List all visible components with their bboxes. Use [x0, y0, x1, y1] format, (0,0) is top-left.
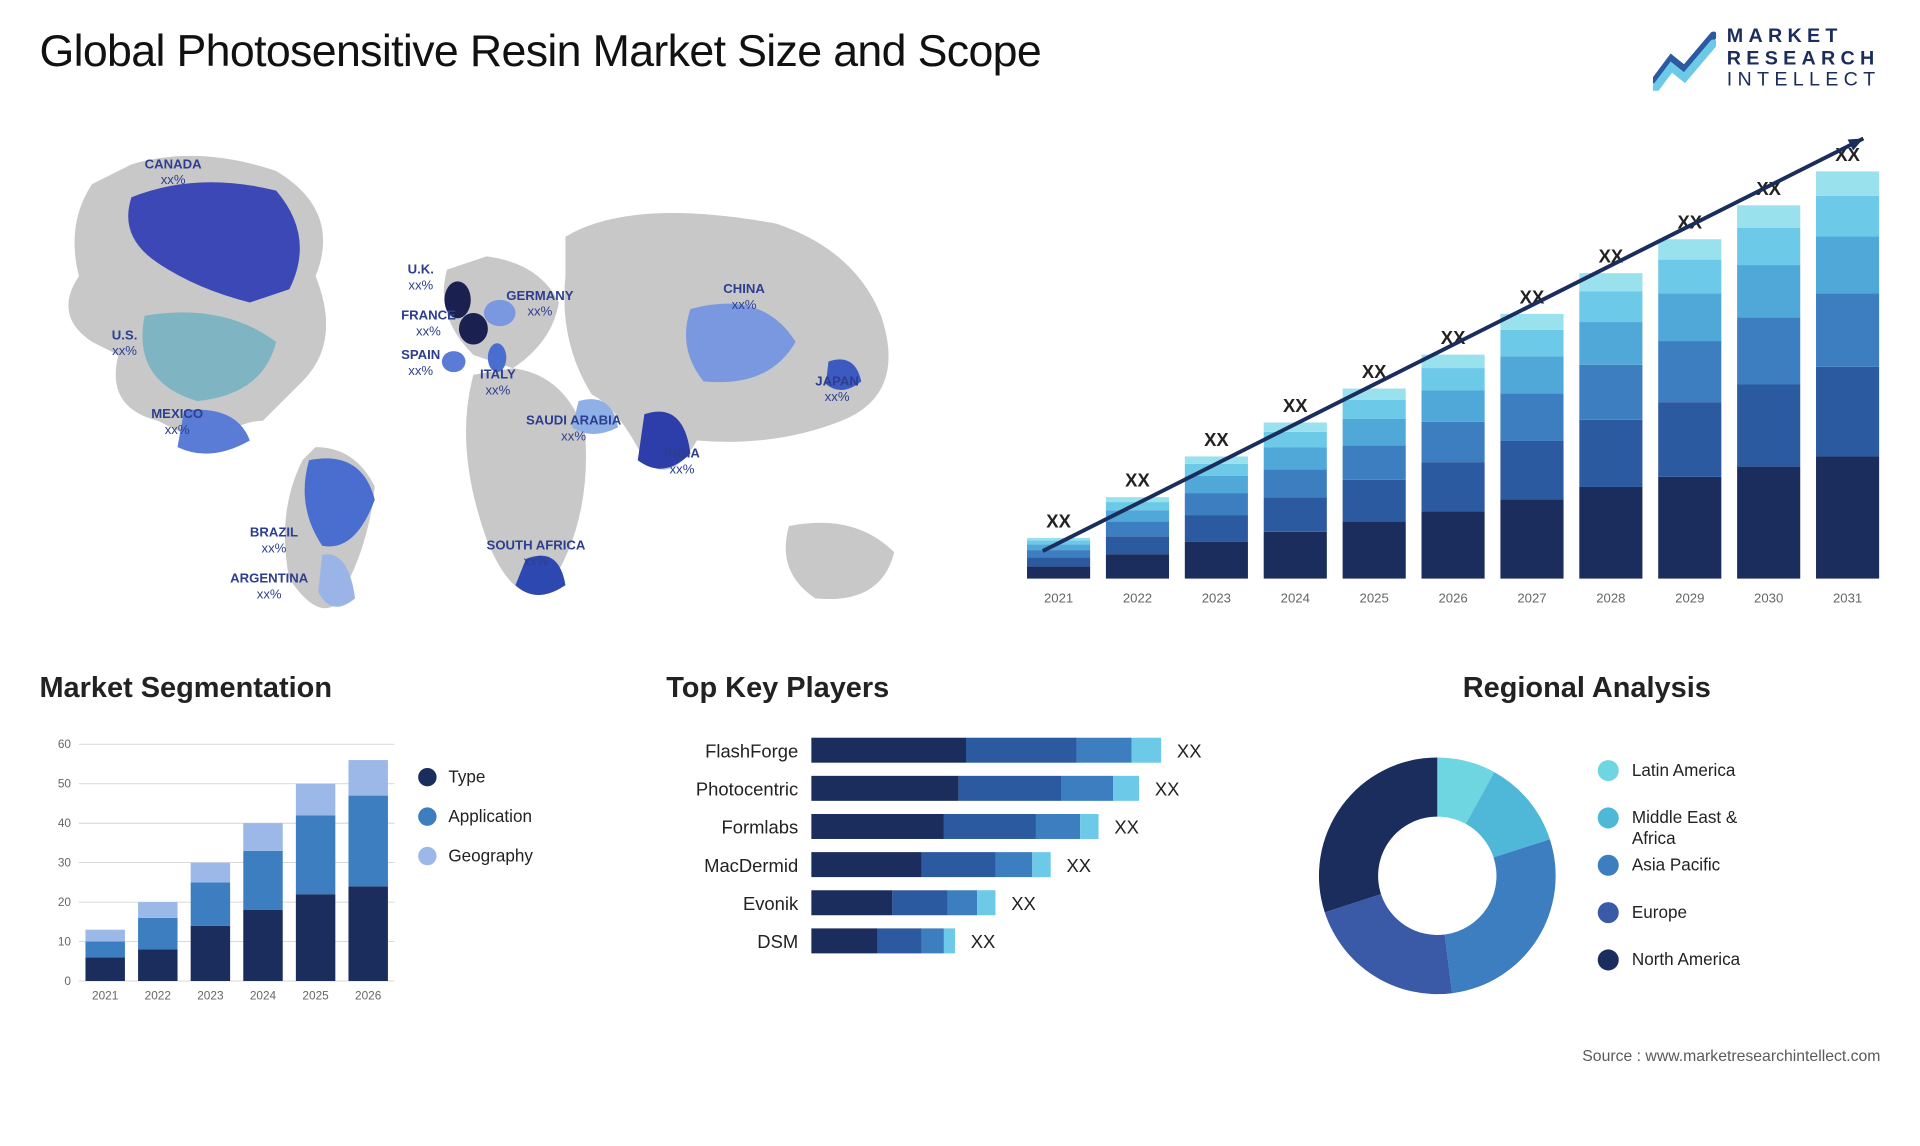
- map-label-china: CHINAxx%: [723, 282, 765, 314]
- segmentation-title: Market Segmentation: [39, 670, 626, 704]
- svg-text:2030: 2030: [1754, 590, 1783, 605]
- regional-svg: Latin America Middle East & Africa Asia Pac…: [1293, 724, 1872, 1013]
- svg-text:XX: XX: [1154, 778, 1179, 799]
- growth-chart-svg: XX2021XX2022XX2023XX2024XX2025XX2026XX20…: [999, 118, 1893, 631]
- svg-text:FlashForge: FlashForge: [705, 740, 798, 761]
- svg-text:Asia Pacific: Asia Pacific: [1632, 855, 1721, 874]
- regional-title: Regional Analysis: [1293, 670, 1880, 704]
- growth-chart-panel: XX2021XX2022XX2023XX2024XX2025XX2026XX20…: [999, 118, 1893, 631]
- svg-text:XX: XX: [1176, 740, 1201, 761]
- source-label: Source : www.marketresearchintellect.com: [1582, 1047, 1880, 1065]
- key-players-panel: Top Key Players FlashForge XX Photocentric…: [666, 670, 1253, 1025]
- svg-text:XX: XX: [1046, 510, 1071, 531]
- svg-text:XX: XX: [970, 930, 995, 951]
- svg-text:Type: Type: [448, 767, 485, 786]
- segmentation-svg: 0 10 20 30 40 50 60 2021 2022 2023 2024 2025 2026 Typ…: [39, 724, 618, 1013]
- world-map-panel: CANADAxx% U.S.xx% MEXICOxx% BRAZILxx% ARGENT…: [39, 118, 960, 631]
- svg-text:2025: 2025: [1360, 590, 1389, 605]
- map-label-saudi-arabia: SAUDI ARABIAxx%: [526, 414, 621, 446]
- svg-text:2021: 2021: [1044, 590, 1073, 605]
- svg-text:Europe: Europe: [1632, 902, 1687, 921]
- svg-text:XX: XX: [1114, 816, 1139, 837]
- map-label-spain: SPAINxx%: [401, 348, 440, 380]
- logo-line1: MARKET: [1727, 26, 1881, 48]
- svg-text:Formlabs: Formlabs: [721, 816, 798, 837]
- logo-line3: INTELLECT: [1727, 70, 1881, 92]
- svg-text:30: 30: [58, 855, 72, 869]
- map-label-brazil: BRAZILxx%: [250, 525, 298, 557]
- svg-text:Application: Application: [448, 806, 532, 825]
- svg-text:2022: 2022: [1123, 590, 1152, 605]
- svg-text:2024: 2024: [250, 988, 277, 1002]
- svg-text:60: 60: [58, 737, 72, 751]
- map-label-canada: CANADAxx%: [145, 157, 202, 189]
- svg-text:XX: XX: [1125, 469, 1150, 490]
- svg-text:XX: XX: [1283, 394, 1308, 415]
- segmentation-panel: Market Segmentation 0 10 20 30 40 50 60 2021 202…: [39, 670, 626, 1025]
- key-players-title: Top Key Players: [666, 670, 1253, 704]
- svg-text:2027: 2027: [1517, 590, 1546, 605]
- key-players-svg: FlashForge XX Photocentric XX Formlabs XX MacD…: [666, 724, 1245, 1000]
- svg-text:2031: 2031: [1833, 590, 1862, 605]
- svg-text:40: 40: [58, 815, 72, 829]
- svg-text:MacDermid: MacDermid: [704, 854, 798, 875]
- svg-text:2022: 2022: [145, 988, 171, 1002]
- svg-text:Photocentric: Photocentric: [695, 778, 797, 799]
- svg-text:2028: 2028: [1596, 590, 1625, 605]
- svg-text:Latin America: Latin America: [1632, 760, 1736, 779]
- map-label-france: FRANCExx%: [401, 308, 456, 340]
- svg-text:DSM: DSM: [757, 930, 798, 951]
- header: Global Photosensitive Resin Market Size …: [39, 26, 1880, 91]
- map-label-south-africa: SOUTH AFRICAxx%: [487, 538, 586, 570]
- svg-text:2026: 2026: [1438, 590, 1467, 605]
- svg-text:Africa: Africa: [1632, 829, 1676, 848]
- svg-text:XX: XX: [1011, 892, 1036, 913]
- svg-text:2029: 2029: [1675, 590, 1704, 605]
- logo-line2: RESEARCH: [1727, 48, 1881, 70]
- svg-text:2025: 2025: [302, 988, 329, 1002]
- svg-text:0: 0: [64, 973, 71, 987]
- svg-text:2023: 2023: [1202, 590, 1231, 605]
- svg-text:10: 10: [58, 934, 72, 948]
- map-label-germany: GERMANYxx%: [506, 289, 573, 321]
- svg-text:2021: 2021: [92, 988, 118, 1002]
- logo-icon: [1653, 27, 1716, 90]
- map-label-japan: JAPANxx%: [815, 374, 859, 406]
- map-label-argentina: ARGENTINAxx%: [230, 571, 308, 603]
- map-label-india: INDIAxx%: [664, 446, 700, 478]
- svg-text:North America: North America: [1632, 950, 1741, 969]
- map-label-u-s-: U.S.xx%: [112, 328, 138, 360]
- svg-text:Evonik: Evonik: [743, 892, 799, 913]
- svg-text:2026: 2026: [355, 988, 382, 1002]
- svg-text:XX: XX: [1204, 428, 1229, 449]
- svg-text:20: 20: [58, 894, 72, 908]
- map-label-mexico: MEXICOxx%: [151, 407, 203, 439]
- map-label-u-k-: U.K.xx%: [408, 262, 434, 294]
- map-label-italy: ITALYxx%: [480, 368, 516, 400]
- svg-text:Geography: Geography: [448, 846, 533, 865]
- page-title: Global Photosensitive Resin Market Size …: [39, 26, 1041, 77]
- svg-text:Middle East &: Middle East &: [1632, 808, 1738, 827]
- svg-text:XX: XX: [1066, 854, 1091, 875]
- svg-text:50: 50: [58, 776, 72, 790]
- regional-panel: Regional Analysis Latin America Middle Ea…: [1293, 670, 1880, 1025]
- logo-text: MARKET RESEARCH INTELLECT: [1727, 26, 1881, 91]
- svg-text:2023: 2023: [197, 988, 224, 1002]
- svg-text:2024: 2024: [1281, 590, 1310, 605]
- brand-logo: MARKET RESEARCH INTELLECT: [1653, 26, 1880, 91]
